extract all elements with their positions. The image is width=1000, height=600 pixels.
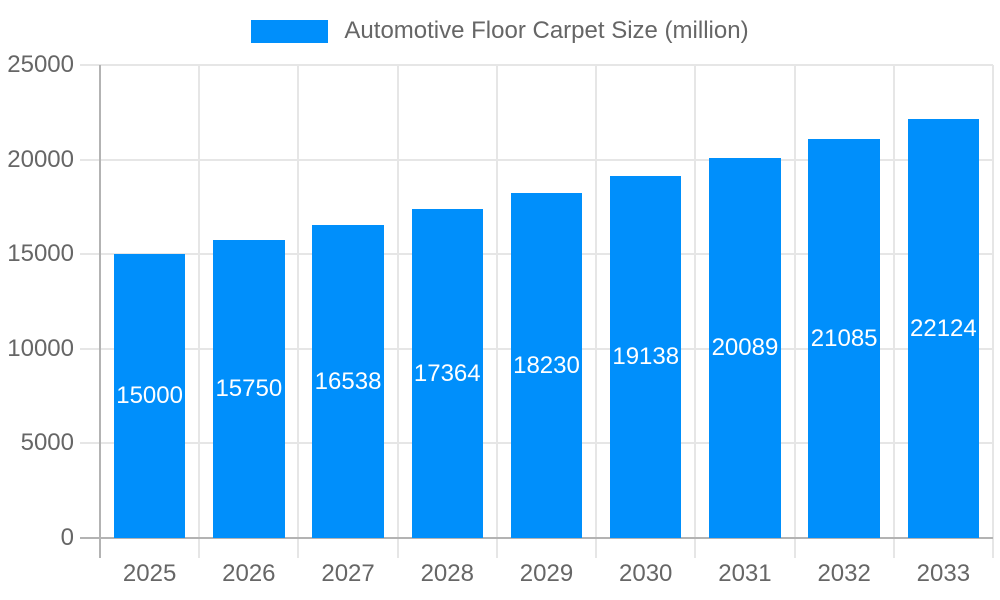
y-axis-tick [80,253,100,256]
gridline-vertical [892,65,895,538]
legend-item[interactable]: Automotive Floor Carpet Size (million) [0,17,1000,45]
bar-value-label: 18230 [513,351,580,379]
x-axis-tick [198,538,201,558]
y-axis-tick [80,347,100,350]
bar-value-label: 21085 [810,324,878,352]
bar-2033[interactable]: 22124 [907,119,980,538]
x-axis-tick [992,538,994,558]
gridline-vertical [694,65,697,538]
x-tick-label: 2028 [420,560,474,587]
x-axis-tick [99,538,101,558]
gridline-vertical [595,65,598,538]
x-axis-tick [793,538,796,558]
x-axis-tick [892,538,895,558]
x-tick-label: 2033 [916,560,971,587]
x-tick-label: 2026 [222,560,276,587]
x-axis-baseline [100,537,993,539]
y-tick-label: 0 [60,524,74,551]
x-tick-label: 2030 [619,560,673,587]
gridline-horizontal [100,158,993,161]
legend-label: Automotive Floor Carpet Size (million) [344,17,749,44]
bar-value-label: 15000 [116,382,183,410]
gridline-vertical [992,65,994,538]
bar-2030[interactable]: 19138 [610,175,682,538]
x-axis-tick [396,538,399,558]
bar-2026[interactable]: 15750 [213,240,285,538]
bar-2032[interactable]: 21085 [808,139,880,538]
gridline-vertical [396,65,399,538]
legend-swatch-icon [251,19,329,43]
y-axis-tick [80,64,100,66]
y-tick-label: 10000 [7,334,74,362]
x-tick-label: 2029 [519,560,574,587]
gridline-vertical [297,65,300,538]
x-axis-tick [297,538,300,558]
y-tick-label: 15000 [7,240,74,268]
y-tick-label: 20000 [7,145,74,173]
x-tick-label: 2027 [321,560,375,587]
bar-value-label: 15750 [215,374,283,402]
y-axis-tick [80,442,100,445]
bar-value-label: 16538 [314,367,382,395]
bar-2028[interactable]: 17364 [411,209,483,538]
y-axis-tick [80,158,100,161]
x-axis-tick [595,538,598,558]
y-tick-label: 5000 [20,429,74,457]
gridline-vertical [198,65,201,538]
y-axis-tick [80,537,100,539]
x-tick-label: 2031 [718,560,772,587]
y-tick-label: 25000 [7,51,74,78]
gridline-vertical [793,65,796,538]
gridline-horizontal [100,64,993,66]
bar-value-label: 20089 [711,333,779,361]
x-tick-label: 2025 [122,560,177,587]
x-tick-label: 2032 [817,560,871,587]
bar-2025[interactable]: 15000 [113,254,186,538]
bar-value-label: 19138 [612,342,680,370]
gridline-vertical [99,65,101,538]
x-axis-tick [495,538,498,558]
gridline-vertical [495,65,498,538]
bar-2031[interactable]: 20089 [709,157,781,538]
bar-2027[interactable]: 16538 [312,225,384,538]
bar-2029[interactable]: 18230 [510,193,583,538]
x-axis-tick [694,538,697,558]
bar-value-label: 22124 [910,314,977,342]
bar-value-label: 17364 [413,359,481,387]
